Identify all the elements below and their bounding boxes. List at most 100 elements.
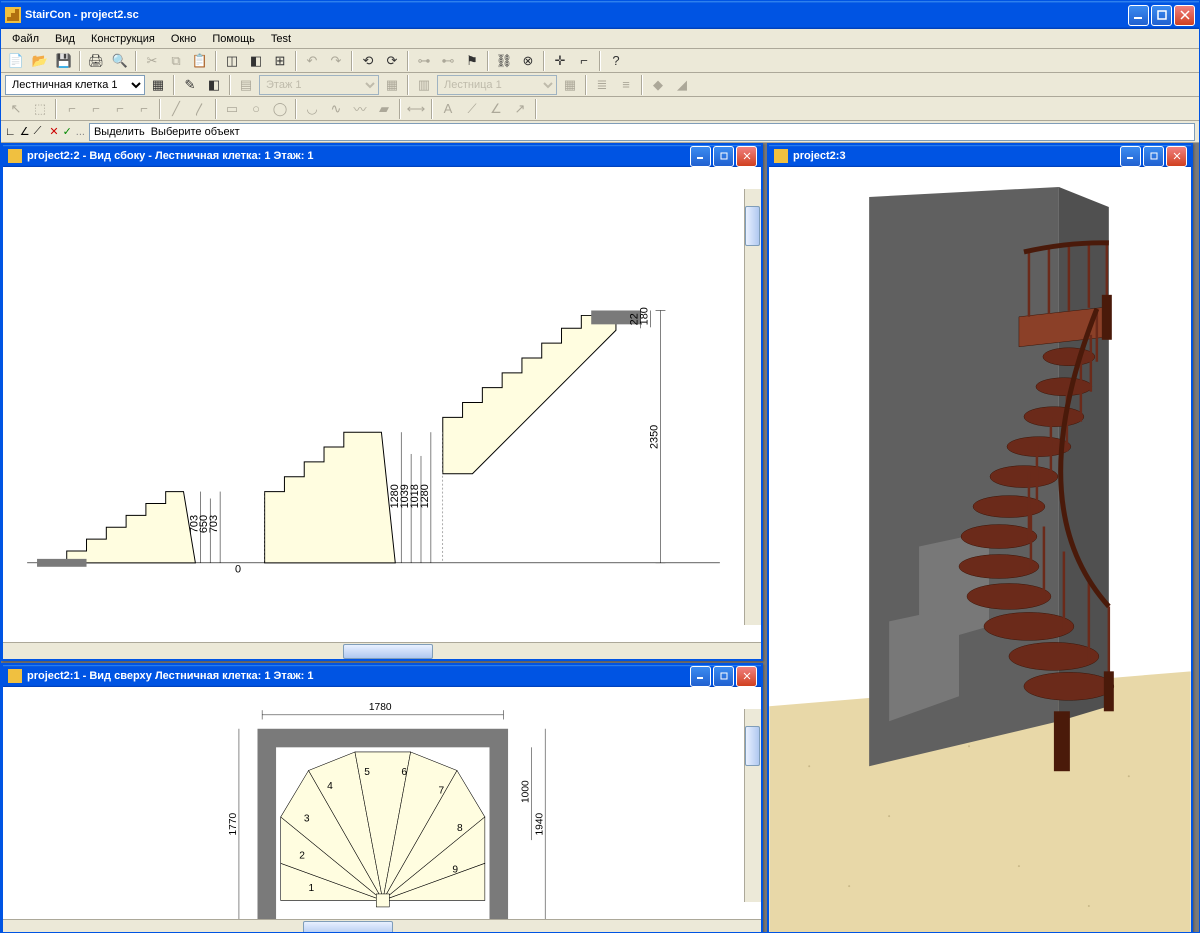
ruler-icon[interactable]: ⌐ <box>573 50 595 72</box>
child-top-view[interactable]: project2:1 - Вид сверху Лестничная клетк… <box>1 663 763 932</box>
link-icon[interactable]: ⊶ <box>413 50 435 72</box>
link-icon[interactable]: ⊷ <box>437 50 459 72</box>
align-center-icon[interactable]: ≡ <box>615 74 637 96</box>
side-close-button[interactable] <box>736 146 757 167</box>
floor-icon[interactable]: ▤ <box>235 74 257 96</box>
v3d-titlebar[interactable]: project2:3 <box>769 145 1191 167</box>
viewside-icon[interactable]: ◢ <box>671 74 693 96</box>
help-button[interactable]: ? <box>605 50 627 72</box>
confirm-icon[interactable]: ✓ <box>63 125 72 138</box>
stair-tool-icon[interactable]: ⌐ <box>109 98 131 120</box>
ellipse-icon[interactable]: ◯ <box>269 98 291 120</box>
move-icon[interactable]: ↗ <box>509 98 531 120</box>
top-vscroll[interactable] <box>744 709 761 902</box>
select-icon[interactable]: ↖ <box>5 98 27 120</box>
tool-icon[interactable]: ⟲ <box>357 50 379 72</box>
sel-tool-icon[interactable]: ⟋ <box>34 125 42 138</box>
arc-icon[interactable]: ◡ <box>301 98 323 120</box>
sel-tool-icon[interactable]: ∠ <box>20 125 30 138</box>
svg-text:1000: 1000 <box>520 780 531 803</box>
side-max-button[interactable] <box>713 146 734 167</box>
menu-help[interactable]: Помощь <box>205 31 262 47</box>
side-min-button[interactable] <box>690 146 711 167</box>
curve-icon[interactable]: ∿ <box>325 98 347 120</box>
preview-button[interactable]: 🔍 <box>109 50 131 72</box>
stairwell-edit-icon[interactable]: ▦ <box>147 74 169 96</box>
angle-icon[interactable]: ∠ <box>485 98 507 120</box>
measure-icon[interactable]: ⟋ <box>461 98 483 120</box>
line-icon[interactable]: ╱ <box>165 98 187 120</box>
side-vscroll[interactable] <box>744 189 761 625</box>
print-button[interactable]: 🖨 <box>85 50 107 72</box>
menu-view[interactable]: Вид <box>48 31 82 47</box>
menu-construction[interactable]: Конструкция <box>84 31 162 47</box>
top-min-button[interactable] <box>690 666 711 687</box>
view3d-icon[interactable]: ◆ <box>647 74 669 96</box>
side-titlebar[interactable]: project2:2 - Вид сбоку - Лестничная клет… <box>3 145 761 167</box>
stair-edit-icon[interactable]: ▦ <box>559 74 581 96</box>
sel-tool-icon[interactable]: ∟ <box>5 126 16 138</box>
v3d-max-button[interactable] <box>1143 146 1164 167</box>
svg-text:1780: 1780 <box>369 702 392 713</box>
new-button[interactable]: 📄 <box>5 50 27 72</box>
menu-test[interactable]: Test <box>264 31 298 47</box>
sel-label: Выделить <box>94 126 145 138</box>
cut-button[interactable]: ✂ <box>141 50 163 72</box>
undo-button[interactable]: ↶ <box>301 50 323 72</box>
stair-tool-icon[interactable]: ⌐ <box>61 98 83 120</box>
cancel-icon[interactable]: ✕ <box>49 125 58 138</box>
maximize-button[interactable] <box>1151 5 1172 26</box>
save-button[interactable]: 💾 <box>53 50 75 72</box>
top-close-button[interactable] <box>736 666 757 687</box>
top-max-button[interactable] <box>713 666 734 687</box>
shape-icon[interactable]: ⬚ <box>29 98 51 120</box>
stair-tool-icon[interactable]: ⌐ <box>85 98 107 120</box>
stair-icon[interactable]: ▥ <box>413 74 435 96</box>
tool-icon[interactable]: ◫ <box>221 50 243 72</box>
tool-icon[interactable]: ⊞ <box>269 50 291 72</box>
side-hscroll[interactable] <box>3 642 761 659</box>
v3d-min-button[interactable] <box>1120 146 1141 167</box>
close-button[interactable] <box>1174 5 1195 26</box>
eraser-icon[interactable]: ◧ <box>203 74 225 96</box>
redo-button[interactable]: ↷ <box>325 50 347 72</box>
child-side-view[interactable]: project2:2 - Вид сбоку - Лестничная клет… <box>1 143 763 661</box>
stair-tool-icon[interactable]: ⌐ <box>133 98 155 120</box>
copy-button[interactable]: ⧉ <box>165 50 187 72</box>
menu-file[interactable]: Файл <box>5 31 46 47</box>
menu-window[interactable]: Окно <box>164 31 204 47</box>
polyline-icon[interactable]: 〳 <box>189 98 211 120</box>
v3d-close-button[interactable] <box>1166 146 1187 167</box>
v3d-canvas[interactable] <box>769 167 1191 932</box>
text-icon[interactable]: A <box>437 98 459 120</box>
top-canvas[interactable]: 1780 <box>3 687 744 919</box>
align-left-icon[interactable]: ≣ <box>591 74 613 96</box>
tool-icon[interactable]: ⟳ <box>381 50 403 72</box>
side-canvas[interactable]: 703 650 703 0 1280 1039 1018 1280 <box>3 167 744 642</box>
flag-icon[interactable]: ⚑ <box>461 50 483 72</box>
top-titlebar[interactable]: project2:1 - Вид сверху Лестничная клетк… <box>3 665 761 687</box>
minimize-button[interactable] <box>1128 5 1149 26</box>
doc-icon <box>773 148 789 164</box>
open-button[interactable]: 📂 <box>29 50 51 72</box>
floor-edit-icon[interactable]: ▦ <box>381 74 403 96</box>
crosshair-icon[interactable]: ✛ <box>549 50 571 72</box>
chain-icon[interactable]: ⊗ <box>517 50 539 72</box>
circle-icon[interactable]: ○ <box>245 98 267 120</box>
mdi-area: project2:2 - Вид сбоку - Лестничная клет… <box>1 143 1199 932</box>
tool-icon[interactable]: ◧ <box>245 50 267 72</box>
fill-icon[interactable]: ▰ <box>373 98 395 120</box>
child-3d-view[interactable]: project2:3 <box>767 143 1193 932</box>
floor-combo[interactable]: Этаж 1 <box>259 75 379 95</box>
app-title: StairCon - project2.sc <box>25 9 1128 21</box>
spline-icon[interactable]: 〰 <box>349 98 371 120</box>
chain-icon[interactable]: ⛓ <box>493 50 515 72</box>
dim-icon[interactable]: ⟷ <box>405 98 427 120</box>
pencil-icon[interactable]: ✎ <box>179 74 201 96</box>
top-hscroll[interactable] <box>3 919 761 932</box>
rect-icon[interactable]: ▭ <box>221 98 243 120</box>
stairwell-combo[interactable]: Лестничная клетка 1 <box>5 75 145 95</box>
paste-button[interactable]: 📋 <box>189 50 211 72</box>
app-icon <box>5 7 21 23</box>
stair-combo[interactable]: Лестница 1 <box>437 75 557 95</box>
